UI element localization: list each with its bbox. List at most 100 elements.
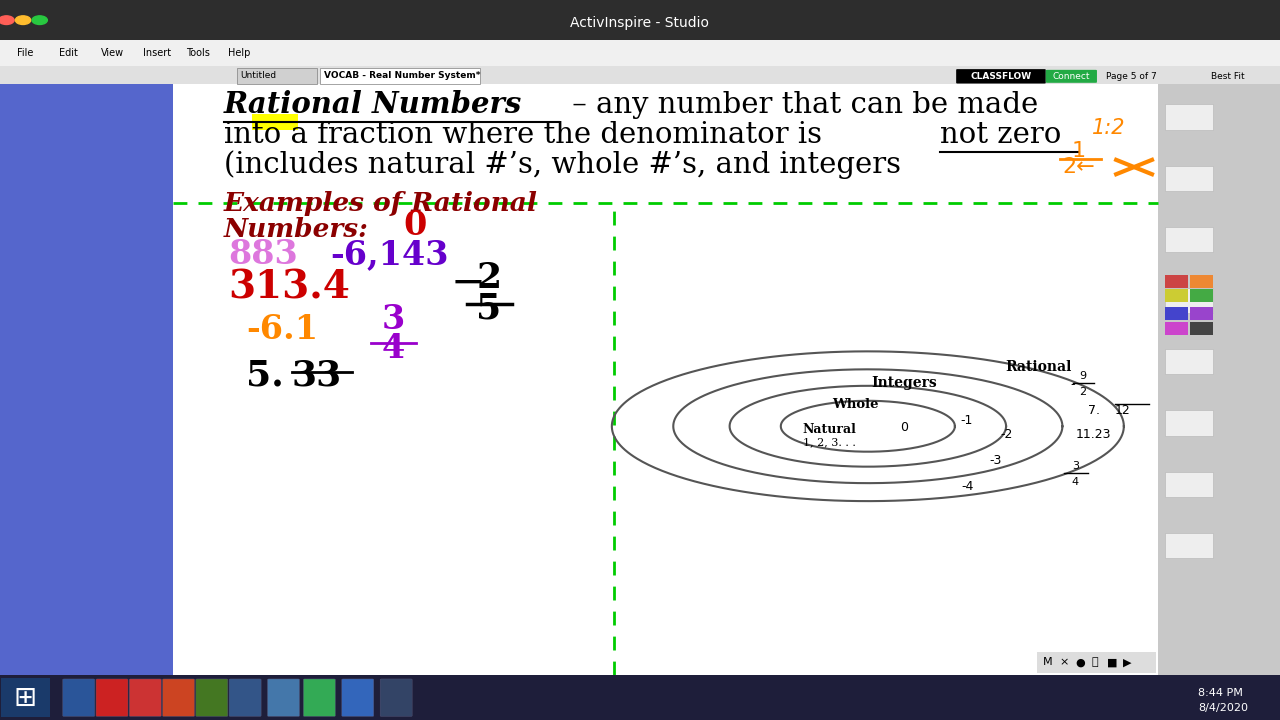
FancyBboxPatch shape: [342, 679, 374, 716]
Text: -6.1: -6.1: [246, 313, 317, 346]
FancyBboxPatch shape: [163, 679, 195, 716]
FancyBboxPatch shape: [1165, 104, 1213, 130]
FancyBboxPatch shape: [268, 679, 300, 716]
Text: Rational Numbers: Rational Numbers: [224, 90, 522, 119]
Text: 2←: 2←: [1062, 157, 1096, 177]
Text: Help: Help: [228, 48, 250, 58]
FancyBboxPatch shape: [1190, 322, 1213, 335]
Text: Best Fit: Best Fit: [1211, 72, 1244, 81]
Text: -: -: [1070, 378, 1075, 391]
Text: 8/4/2020: 8/4/2020: [1198, 703, 1248, 714]
Text: 3: 3: [381, 303, 404, 336]
Text: CLASSFLOW: CLASSFLOW: [970, 72, 1032, 81]
FancyBboxPatch shape: [1037, 652, 1156, 673]
Text: ▶: ▶: [1123, 657, 1132, 667]
FancyBboxPatch shape: [1046, 70, 1097, 83]
FancyBboxPatch shape: [1165, 322, 1188, 335]
Text: 2: 2: [476, 261, 502, 295]
Text: 11.23: 11.23: [1075, 428, 1111, 441]
Text: Page 5 of 7: Page 5 of 7: [1106, 72, 1157, 81]
Text: 0: 0: [403, 209, 426, 242]
Text: ⊞: ⊞: [14, 684, 37, 711]
Text: 3: 3: [1071, 461, 1079, 471]
Text: 1: 1: [1071, 141, 1087, 161]
Text: Rational: Rational: [1005, 360, 1071, 374]
FancyBboxPatch shape: [1165, 289, 1188, 302]
Text: Edit: Edit: [59, 48, 78, 58]
Text: into a fraction where the denominator is: into a fraction where the denominator is: [224, 121, 831, 149]
Text: 12: 12: [1115, 404, 1130, 417]
FancyBboxPatch shape: [0, 40, 1280, 66]
Text: 7.: 7.: [1088, 404, 1100, 417]
Text: Tools: Tools: [186, 48, 210, 58]
FancyBboxPatch shape: [320, 68, 480, 84]
Text: 1:2: 1:2: [1092, 118, 1125, 138]
Text: ×: ×: [1060, 657, 1069, 667]
FancyBboxPatch shape: [0, 66, 1280, 84]
FancyBboxPatch shape: [380, 679, 412, 716]
Circle shape: [0, 16, 14, 24]
Text: Numbers:: Numbers:: [224, 217, 369, 242]
Text: Untitled: Untitled: [241, 71, 276, 80]
Text: 0: 0: [900, 421, 908, 434]
FancyBboxPatch shape: [252, 114, 298, 130]
Text: 883: 883: [228, 238, 297, 271]
Text: Insert: Insert: [143, 48, 172, 58]
FancyBboxPatch shape: [1165, 288, 1213, 313]
Text: File: File: [17, 48, 33, 58]
Text: 33: 33: [292, 359, 342, 392]
FancyBboxPatch shape: [0, 0, 1280, 40]
Text: 313.4: 313.4: [228, 269, 349, 307]
FancyBboxPatch shape: [237, 68, 317, 84]
FancyBboxPatch shape: [1190, 275, 1213, 288]
FancyBboxPatch shape: [1165, 472, 1213, 497]
Text: ■: ■: [1107, 657, 1117, 667]
Circle shape: [32, 16, 47, 24]
Text: Connect: Connect: [1052, 72, 1091, 81]
Text: 5.: 5.: [246, 359, 283, 392]
Text: View: View: [101, 48, 124, 58]
Text: Integers: Integers: [870, 376, 937, 390]
FancyBboxPatch shape: [229, 679, 261, 716]
FancyBboxPatch shape: [956, 69, 1046, 84]
Text: 2: 2: [1079, 387, 1087, 397]
FancyBboxPatch shape: [1165, 533, 1213, 558]
FancyBboxPatch shape: [303, 679, 335, 716]
FancyBboxPatch shape: [129, 679, 161, 716]
Text: Examples of Rational: Examples of Rational: [224, 191, 538, 216]
Text: -2: -2: [1000, 428, 1012, 441]
Text: (includes natural #’s, whole #’s, and integers: (includes natural #’s, whole #’s, and in…: [224, 150, 901, 179]
Text: 1, 2, 3. . .: 1, 2, 3. . .: [803, 437, 856, 447]
Text: 4: 4: [1071, 477, 1079, 487]
FancyBboxPatch shape: [173, 84, 1158, 675]
Text: M: M: [1043, 657, 1053, 667]
FancyBboxPatch shape: [1165, 307, 1188, 320]
Text: ActivInspire - Studio: ActivInspire - Studio: [571, 17, 709, 30]
Text: 4: 4: [381, 332, 404, 365]
Text: not zero: not zero: [940, 121, 1061, 149]
FancyBboxPatch shape: [1165, 166, 1213, 191]
FancyBboxPatch shape: [1190, 307, 1213, 320]
FancyBboxPatch shape: [96, 679, 128, 716]
Circle shape: [15, 16, 31, 24]
Text: – any number that can be made: – any number that can be made: [563, 91, 1038, 119]
FancyBboxPatch shape: [1165, 275, 1188, 288]
Text: 8:44 PM: 8:44 PM: [1198, 688, 1243, 698]
FancyBboxPatch shape: [1158, 84, 1280, 675]
Text: VOCAB - Real Number System*: VOCAB - Real Number System*: [324, 71, 480, 80]
FancyBboxPatch shape: [1165, 410, 1213, 436]
Text: 9: 9: [1079, 371, 1087, 381]
Text: Whole: Whole: [832, 398, 878, 411]
FancyBboxPatch shape: [1165, 349, 1213, 374]
Text: ⏸: ⏸: [1092, 657, 1098, 667]
FancyBboxPatch shape: [0, 84, 173, 675]
FancyBboxPatch shape: [196, 679, 228, 716]
Text: -4: -4: [961, 480, 974, 492]
FancyBboxPatch shape: [0, 675, 1280, 720]
FancyBboxPatch shape: [1165, 227, 1213, 252]
Text: -3: -3: [989, 454, 1002, 467]
Text: -6,143: -6,143: [330, 238, 449, 271]
Text: 5: 5: [476, 292, 502, 325]
FancyBboxPatch shape: [1190, 289, 1213, 302]
Text: Natural: Natural: [803, 423, 856, 436]
